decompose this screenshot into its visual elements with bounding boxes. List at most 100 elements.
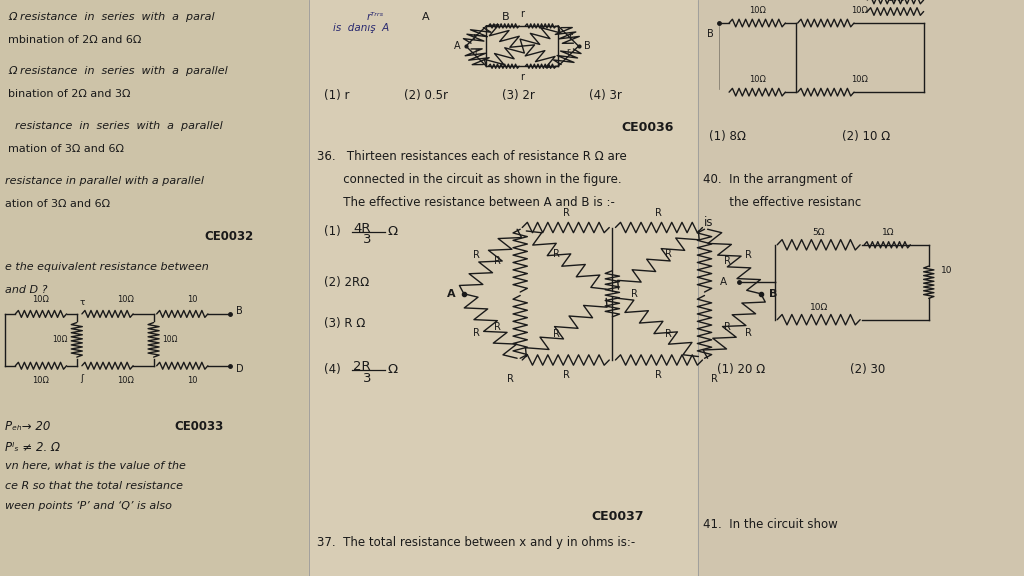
Text: R: R — [666, 329, 672, 339]
Text: (2) 2RΩ: (2) 2RΩ — [324, 276, 369, 290]
Text: rᵀʳʳˢ: rᵀʳʳˢ — [367, 12, 384, 21]
Text: Ω: Ω — [387, 363, 397, 376]
Text: 41.  In the circuit show: 41. In the circuit show — [703, 518, 839, 532]
Text: The effective resistance between A and B is :-: The effective resistance between A and B… — [317, 196, 615, 209]
Text: R: R — [744, 250, 752, 260]
Text: e the equivalent resistance between: e the equivalent resistance between — [5, 262, 209, 272]
Text: (3) R Ω: (3) R Ω — [324, 317, 365, 330]
Text: R: R — [655, 209, 662, 218]
Text: 10Ω: 10Ω — [33, 376, 49, 385]
Text: (1) 8Ω: (1) 8Ω — [709, 130, 745, 143]
Text: B: B — [502, 12, 509, 21]
Bar — [309, 0, 698, 576]
Text: B: B — [707, 29, 714, 39]
Text: 3: 3 — [362, 233, 371, 247]
Text: R: R — [712, 374, 718, 384]
Text: R: R — [473, 250, 480, 260]
Text: B: B — [769, 289, 777, 299]
Text: 10: 10 — [186, 294, 198, 304]
Text: R: R — [724, 256, 730, 266]
Text: R: R — [563, 209, 569, 218]
Text: 1Ω: 1Ω — [882, 228, 894, 237]
Text: is: is — [703, 216, 713, 229]
Text: 40.  In the arrangment of: 40. In the arrangment of — [703, 173, 853, 186]
Text: Pₑₕ→ 20: Pₑₕ→ 20 — [5, 420, 50, 434]
Text: (2) 10 Ω: (2) 10 Ω — [842, 130, 890, 143]
Text: r: r — [472, 32, 476, 43]
Text: A: A — [455, 41, 461, 51]
Text: ce R so that the total resistance: ce R so that the total resistance — [5, 481, 183, 491]
Text: Ω resistance  in  series  with  a  paral: Ω resistance in series with a paral — [8, 12, 215, 21]
Text: 10Ω: 10Ω — [33, 294, 49, 304]
Text: the effective resistanc: the effective resistanc — [703, 196, 862, 209]
Text: A: A — [422, 12, 429, 21]
Text: (3) 2r: (3) 2r — [502, 89, 535, 103]
Text: resistance in parallel with a parallel: resistance in parallel with a parallel — [5, 176, 204, 185]
Text: 37.  The total resistance between x and y in ohms is:-: 37. The total resistance between x and y… — [317, 536, 636, 549]
Text: 36.   Thirteen resistances each of resistance R Ω are: 36. Thirteen resistances each of resista… — [317, 150, 627, 163]
Text: CE0033: CE0033 — [174, 420, 223, 434]
Text: r: r — [474, 47, 478, 56]
Text: 3: 3 — [362, 372, 371, 385]
Text: 10Ω: 10Ω — [851, 75, 868, 84]
Text: R: R — [666, 249, 672, 259]
Text: r: r — [520, 9, 524, 19]
Text: (4) 3r: (4) 3r — [589, 89, 622, 103]
Text: Pᴵₛ ≠ 2. Ω: Pᴵₛ ≠ 2. Ω — [5, 441, 60, 454]
Text: R: R — [507, 374, 513, 384]
Text: R: R — [553, 329, 559, 339]
Text: 10Ω: 10Ω — [162, 335, 178, 344]
Text: 10Ω: 10Ω — [52, 335, 69, 344]
Text: R: R — [495, 256, 501, 266]
Text: A: A — [447, 289, 456, 299]
Text: 10Ω: 10Ω — [810, 303, 827, 312]
Text: r: r — [568, 32, 572, 43]
Text: B: B — [236, 306, 243, 316]
Text: 2R: 2R — [353, 360, 371, 373]
Text: R: R — [744, 328, 752, 338]
Text: is  danış  A: is danış A — [333, 23, 389, 33]
Text: ation of 3Ω and 6Ω: ation of 3Ω and 6Ω — [5, 199, 111, 209]
Text: R: R — [553, 249, 559, 259]
Text: vn here, what is the value of the: vn here, what is the value of the — [5, 461, 186, 471]
Text: Ω: Ω — [387, 225, 397, 238]
Text: 10: 10 — [941, 266, 952, 275]
Text: R: R — [563, 370, 569, 380]
Text: R: R — [473, 328, 480, 338]
Text: r: r — [520, 72, 524, 82]
Text: A: A — [721, 277, 727, 287]
Text: ʃ: ʃ — [80, 374, 83, 384]
Text: 10Ω: 10Ω — [117, 376, 134, 385]
Text: 10Ω: 10Ω — [749, 75, 766, 84]
Text: and D ?: and D ? — [5, 285, 48, 295]
Text: bination of 2Ω and 3Ω: bination of 2Ω and 3Ω — [8, 89, 131, 99]
Text: connected in the circuit as shown in the figure.: connected in the circuit as shown in the… — [317, 173, 622, 186]
Text: ween points ‘P’ and ‘Q’ is also: ween points ‘P’ and ‘Q’ is also — [5, 501, 172, 511]
Text: (1): (1) — [324, 225, 340, 238]
Text: (2) 30: (2) 30 — [850, 363, 885, 376]
Text: R: R — [724, 322, 730, 332]
Text: CE0037: CE0037 — [592, 510, 644, 523]
Text: B: B — [584, 41, 591, 51]
Text: (2) 0.5r: (2) 0.5r — [404, 89, 449, 103]
Text: 10Ω: 10Ω — [851, 6, 868, 15]
Text: Ω resistance  in  series  with  a  parallel: Ω resistance in series with a parallel — [8, 66, 228, 76]
Text: (1) r: (1) r — [324, 89, 349, 103]
Text: (4): (4) — [324, 363, 340, 376]
Text: r: r — [566, 47, 570, 56]
Text: 10Ω: 10Ω — [117, 294, 134, 304]
Text: 4R: 4R — [353, 222, 371, 235]
Text: R: R — [631, 289, 638, 299]
Text: mation of 3Ω and 6Ω: mation of 3Ω and 6Ω — [8, 144, 124, 154]
Text: 10Ω: 10Ω — [749, 6, 766, 15]
Bar — [698, 0, 1024, 576]
Text: R: R — [495, 322, 501, 332]
Text: 10: 10 — [186, 376, 198, 385]
Text: resistance  in  series  with  a  parallel: resistance in series with a parallel — [15, 121, 223, 131]
Text: CE0036: CE0036 — [622, 121, 674, 134]
Text: R: R — [655, 370, 662, 380]
Text: D: D — [236, 363, 243, 374]
Text: 5Ω: 5Ω — [812, 228, 825, 237]
Text: (1) 20 Ω: (1) 20 Ω — [717, 363, 765, 376]
Text: τ: τ — [80, 298, 85, 307]
